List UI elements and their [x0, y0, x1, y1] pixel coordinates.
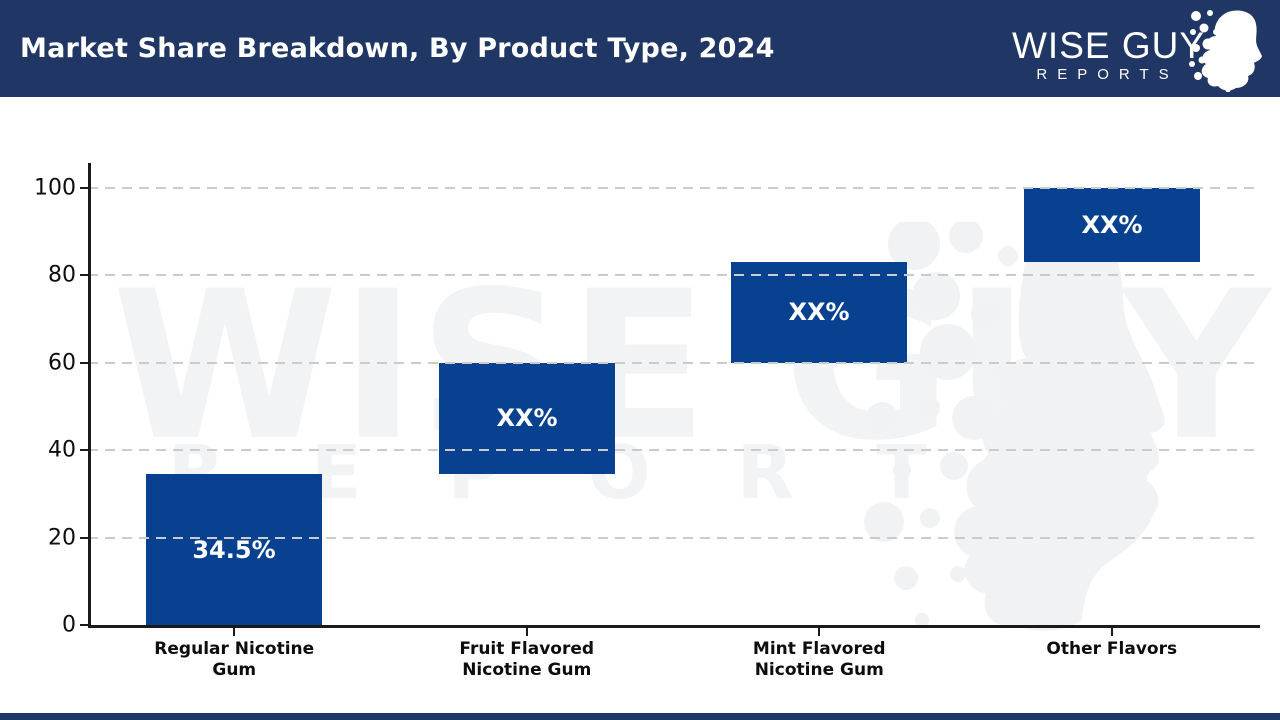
x-tick-mark	[525, 628, 528, 636]
bar-segment-2: XX%	[439, 362, 615, 475]
x-tick-mark	[1110, 628, 1113, 636]
bar-value-label: XX%	[788, 298, 850, 327]
y-tick-mark	[80, 449, 88, 451]
logo-text-line1: WISE GUY	[1012, 25, 1206, 66]
x-category-label-line: Nicotine Gum	[462, 660, 592, 680]
y-tick-mark	[80, 186, 88, 189]
x-category-label-line: Mint Flavored	[752, 639, 886, 659]
x-category-label: Fruit Flavored Nicotine Gum	[407, 639, 647, 681]
gridline-100	[88, 186, 1258, 189]
logo-head-icon	[1189, 10, 1262, 92]
x-tick-mark	[818, 628, 821, 636]
y-tick-mark	[80, 624, 88, 626]
y-tick-mark	[80, 536, 88, 539]
y-axis-line	[88, 163, 91, 625]
x-category-label-line: Regular Nicotine	[154, 639, 315, 659]
wise-guy-reports-logo: WISE GUY REPORTS	[1012, 8, 1262, 92]
x-category-label: Other Flavors	[992, 639, 1232, 660]
bar-value-label: 34.5%	[192, 535, 276, 564]
logo-wordmark: WISE GUY REPORTS	[1012, 25, 1206, 83]
bar-segment-1: 34.5%	[146, 474, 322, 625]
bar-value-label: XX%	[1081, 210, 1143, 239]
x-tick-mark	[233, 628, 236, 636]
bar-value-label: XX%	[496, 404, 558, 433]
x-category-label-line: Nicotine Gum	[754, 660, 884, 680]
footer-bar	[0, 713, 1280, 720]
y-tick-mark	[80, 361, 88, 364]
gridline-60	[88, 361, 1258, 364]
y-tick-label: 60	[48, 350, 76, 375]
x-axis-line	[88, 625, 1260, 628]
y-tick-label: 100	[34, 175, 76, 200]
x-category-label: Regular Nicotine Gum	[114, 639, 354, 681]
bar-segment-3: XX%	[731, 261, 907, 363]
x-category-label-line: Gum	[212, 660, 257, 680]
y-tick-label: 0	[62, 612, 76, 638]
gridline-80	[88, 274, 1258, 276]
x-category-label: Mint Flavored Nicotine Gum	[699, 639, 939, 681]
y-tick-mark	[80, 274, 88, 276]
y-tick-label: 40	[48, 437, 76, 463]
gridline-40	[88, 449, 1258, 451]
bar-segment-4: XX%	[1024, 187, 1200, 262]
x-category-label-line: Other Flavors	[1046, 639, 1178, 659]
logo-text-line2: REPORTS	[1036, 66, 1179, 83]
x-category-label-line: Fruit Flavored	[459, 639, 595, 659]
gridline-20	[88, 536, 1258, 539]
chart-title: Market Share Breakdown, By Product Type,…	[20, 33, 775, 64]
header-bar: Market Share Breakdown, By Product Type,…	[0, 0, 1280, 97]
y-tick-label: 80	[48, 262, 76, 288]
y-tick-label: 20	[48, 525, 76, 550]
